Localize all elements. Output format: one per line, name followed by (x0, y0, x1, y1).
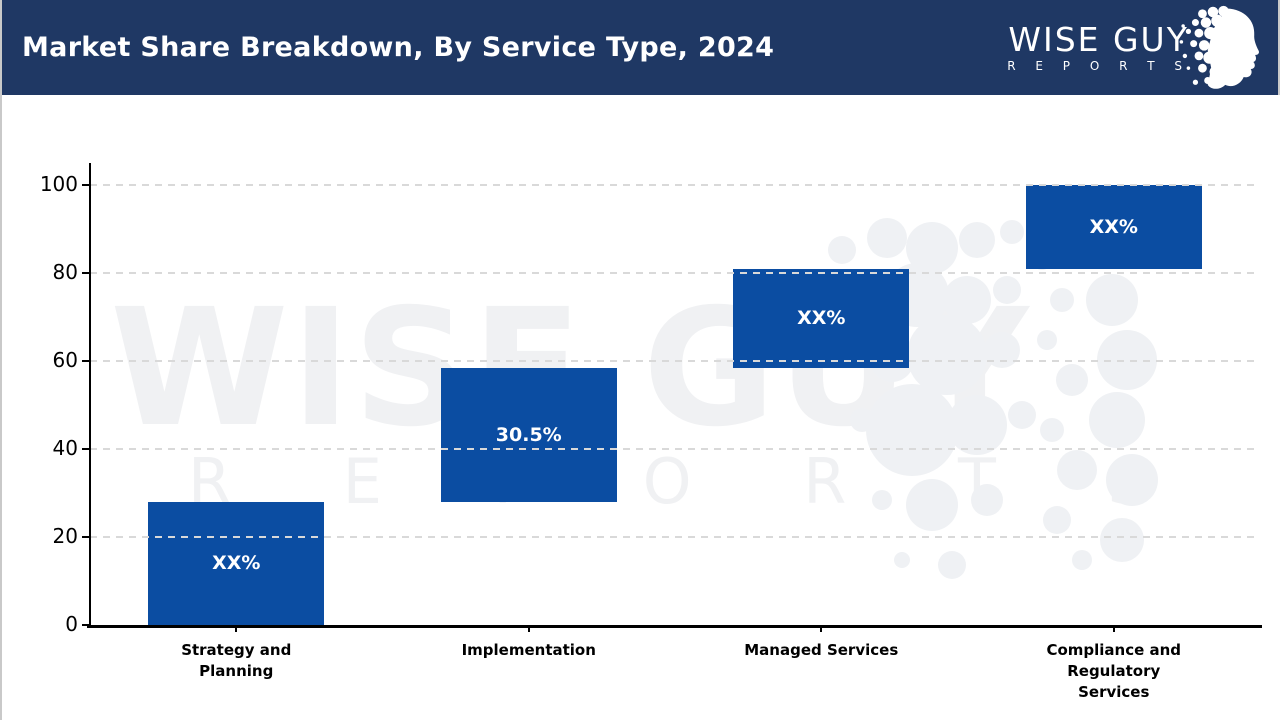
bar-implementation: 30.5% (440, 367, 617, 502)
logo-text: WISE GUY R E P O R T S (1007, 23, 1190, 73)
wiseguy-logo: WISE GUY R E P O R T S (1007, 5, 1264, 91)
bar-value-label: XX% (1089, 215, 1138, 238)
x-category-label: Strategy and Planning (181, 641, 292, 680)
gridline-40 (90, 448, 1260, 450)
y-axis-line (89, 163, 91, 627)
gridline-100 (90, 184, 1260, 186)
y-tick-label: 60 (52, 348, 78, 372)
bar-value-label: XX% (212, 552, 261, 575)
gridline-60 (90, 360, 1260, 362)
x-category-label: Implementation (461, 641, 596, 659)
y-tick (82, 184, 90, 186)
x-axis-line (87, 625, 1262, 628)
x-tick (527, 625, 530, 632)
y-tick (82, 448, 90, 450)
page-title: Market Share Breakdown, By Service Type,… (22, 32, 775, 63)
bar-value-label: XX% (797, 307, 846, 330)
bar-managed-services: XX% (733, 268, 910, 368)
gridline-20 (90, 536, 1260, 538)
header-bar: Market Share Breakdown, By Service Type,… (2, 0, 1278, 95)
bar-value-label: 30.5% (495, 423, 562, 446)
logo-wordmark: WISE GUY (1008, 19, 1189, 59)
x-tick (1112, 625, 1115, 632)
x-category-label: Managed Services (744, 641, 899, 659)
x-category-label: Compliance and Regulatory Services (1046, 641, 1182, 701)
x-tick (235, 625, 238, 632)
x-tick (820, 625, 823, 632)
bar-strategy-and-planning: XX% (148, 501, 325, 625)
y-tick-label: 80 (52, 260, 78, 284)
wiseguy-head-icon (1179, 5, 1260, 89)
y-tick (82, 624, 90, 626)
bar-compliance-and-regulatory-services: XX% (1025, 185, 1202, 269)
watermark-head-dots (828, 218, 1158, 579)
y-tick-label: 40 (52, 436, 78, 460)
gridline-80 (90, 272, 1260, 274)
logo-subtext: R E P O R T S (1007, 58, 1190, 73)
y-tick (82, 272, 90, 274)
y-tick-label: 100 (39, 172, 78, 196)
y-tick (82, 360, 90, 362)
y-tick (82, 536, 90, 538)
plot-area: WISE GUY R E P O R T S 0 20 40 60 80 100 XX% St… (2, 95, 1280, 720)
y-tick-label: 20 (52, 524, 78, 548)
y-tick-label: 0 (65, 612, 78, 636)
